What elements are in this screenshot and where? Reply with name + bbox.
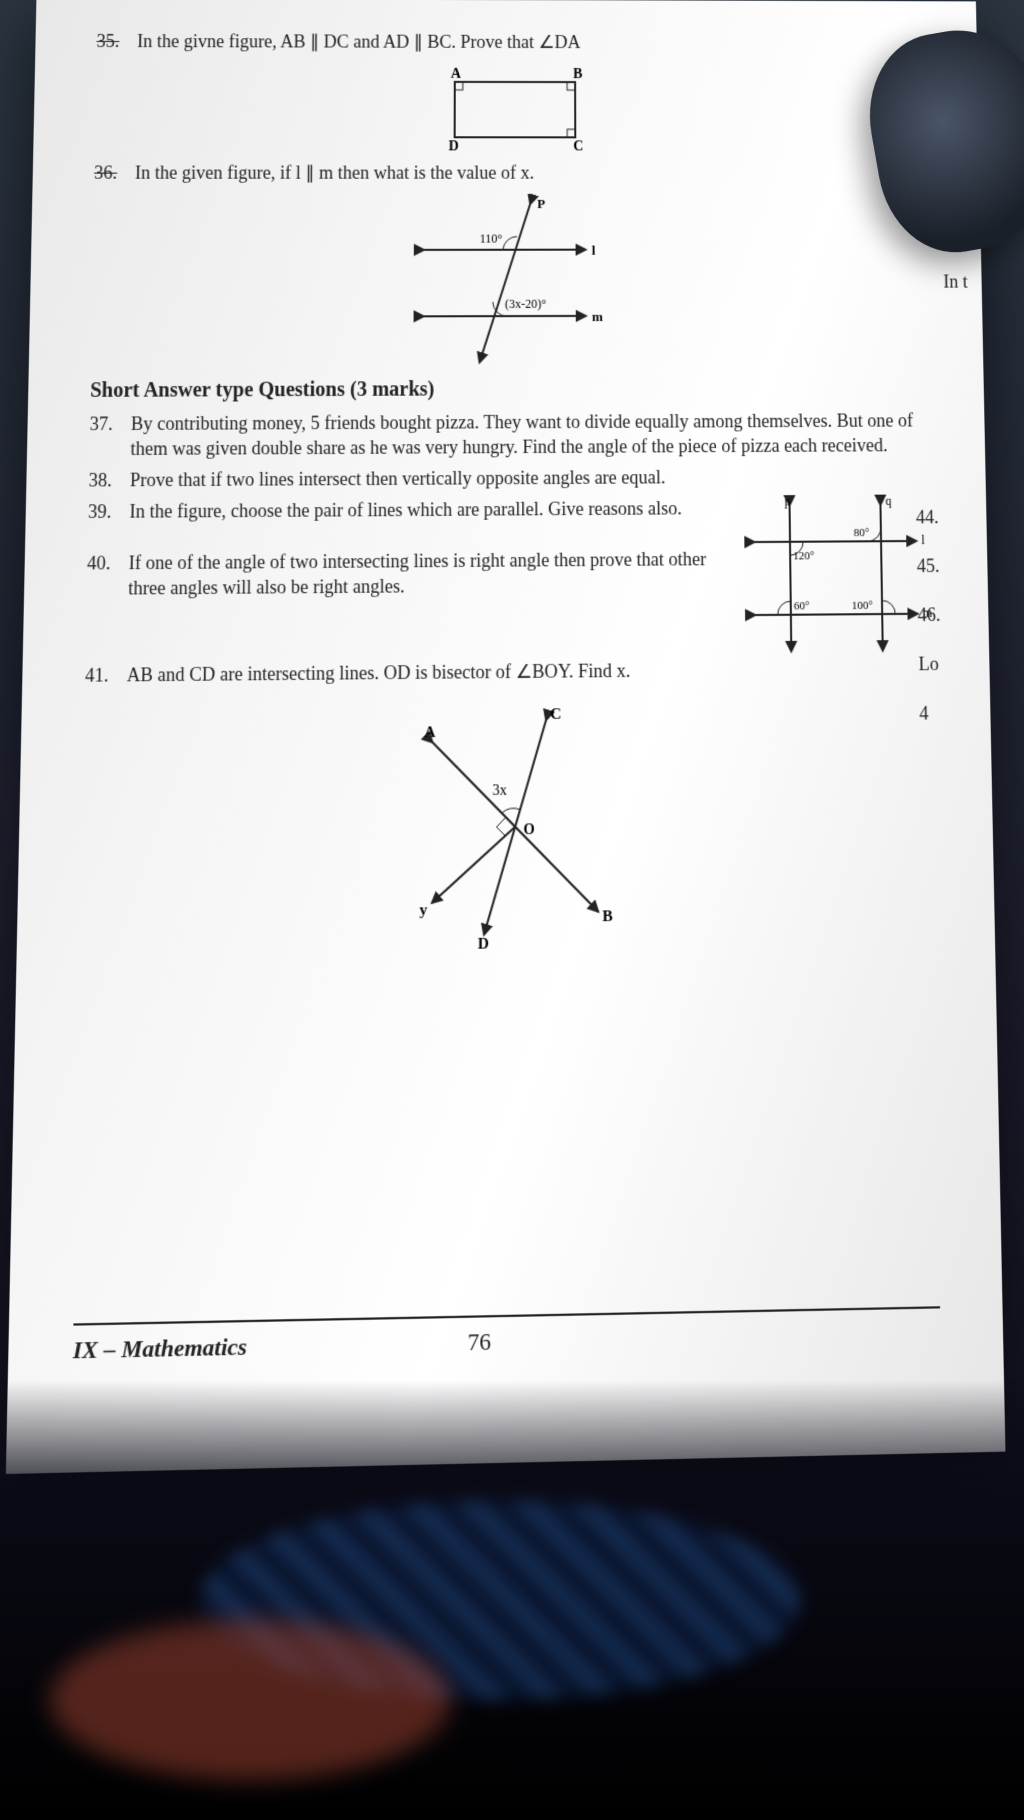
svg-text:y: y xyxy=(419,902,427,919)
question-number: 38. xyxy=(88,468,130,494)
figure-41-intersecting: A B C D y O 3x xyxy=(80,690,944,967)
svg-text:(3x-20)°: (3x-20)° xyxy=(505,296,546,310)
question-text: In the figure, choose the pair of lines … xyxy=(129,496,724,525)
question-number: 36. xyxy=(94,161,135,186)
svg-text:q: q xyxy=(885,495,891,509)
question-38: 38. Prove that if two lines intersect th… xyxy=(88,464,935,494)
svg-text:C: C xyxy=(550,706,561,723)
svg-text:A: A xyxy=(424,724,435,741)
svg-text:100°: 100° xyxy=(852,600,873,613)
cutoff-45: 45. xyxy=(917,555,968,577)
svg-text:3x: 3x xyxy=(492,783,506,799)
figure-39-parallel-grid: p q l m 120° 80° 60° 100° xyxy=(734,495,939,658)
cutoff-lo: Lo xyxy=(918,653,969,675)
svg-text:B: B xyxy=(573,67,582,82)
cutoff-46: 46. xyxy=(917,604,968,626)
svg-text:l: l xyxy=(592,242,596,257)
cutoff-4: 4 xyxy=(919,702,970,725)
question-number: 41. xyxy=(85,663,127,689)
page-number: 76 xyxy=(468,1327,491,1357)
svg-text:110°: 110° xyxy=(480,231,503,245)
svg-text:A: A xyxy=(451,67,462,82)
question-number: 37. xyxy=(89,411,131,462)
question-text: Prove that if two lines intersect then v… xyxy=(130,464,936,493)
rectangle-diagram: A B C D xyxy=(414,62,615,153)
question-text: By contributing money, 5 friends bought … xyxy=(130,408,935,462)
section-heading: Short Answer type Questions (3 marks) xyxy=(90,376,934,403)
svg-text:p: p xyxy=(784,495,790,509)
question-text: AB and CD are intersecting lines. OD is … xyxy=(127,656,939,689)
svg-text:D: D xyxy=(449,140,459,153)
svg-text:O: O xyxy=(523,822,534,838)
textbook-page: 35. In the givne figure, AB ∥ DC and AD … xyxy=(6,0,1006,1474)
parallel-lines-diagram: P l m 110° (3x-20)° xyxy=(383,193,647,367)
cutoff-44: 44. xyxy=(916,507,967,529)
figure-36-transversal: P l m 110° (3x-20)° xyxy=(91,193,934,368)
intersecting-lines-diagram: A B C D y O 3x xyxy=(369,692,661,963)
svg-text:C: C xyxy=(573,140,583,153)
question-39: 39. In the figure, choose the pair of li… xyxy=(88,496,724,525)
svg-text:60°: 60° xyxy=(794,601,810,614)
figure-35-rectangle: A B C D xyxy=(95,61,930,152)
question-number: 40. xyxy=(86,550,128,602)
svg-text:80°: 80° xyxy=(854,527,870,540)
question-text: In the given figure, if l ∥ m then what … xyxy=(135,161,930,186)
photo-background: 35. In the givne figure, AB ∥ DC and AD … xyxy=(0,0,1024,1820)
question-text: If one of the angle of two intersecting … xyxy=(128,546,725,601)
question-text: In the givne figure, AB ∥ DC and AD ∥ BC… xyxy=(137,29,928,55)
question-37: 37. By contributing money, 5 friends bou… xyxy=(89,408,935,462)
next-page-cutoff: 44. 45. 46. Lo 4 xyxy=(916,507,971,753)
book-title: IX – Mathematics xyxy=(73,1332,248,1365)
svg-text:B: B xyxy=(602,908,612,925)
question-35: 35. In the givne figure, AB ∥ DC and AD … xyxy=(96,29,927,55)
question-36: 36. In the given figure, if l ∥ m then w… xyxy=(94,161,930,186)
question-number: 39. xyxy=(88,499,130,525)
question-39-40-block: 39. In the figure, choose the pair of li… xyxy=(85,495,938,663)
svg-text:120°: 120° xyxy=(793,550,814,563)
footer-rule xyxy=(73,1306,940,1325)
question-40: 40. If one of the angle of two intersect… xyxy=(86,546,724,601)
cutoff-text: In t xyxy=(943,271,968,292)
svg-text:P: P xyxy=(537,196,545,211)
question-number: 35. xyxy=(96,29,137,54)
svg-text:m: m xyxy=(592,308,603,323)
blanket-red xyxy=(50,1620,450,1780)
svg-text:D: D xyxy=(478,935,489,952)
